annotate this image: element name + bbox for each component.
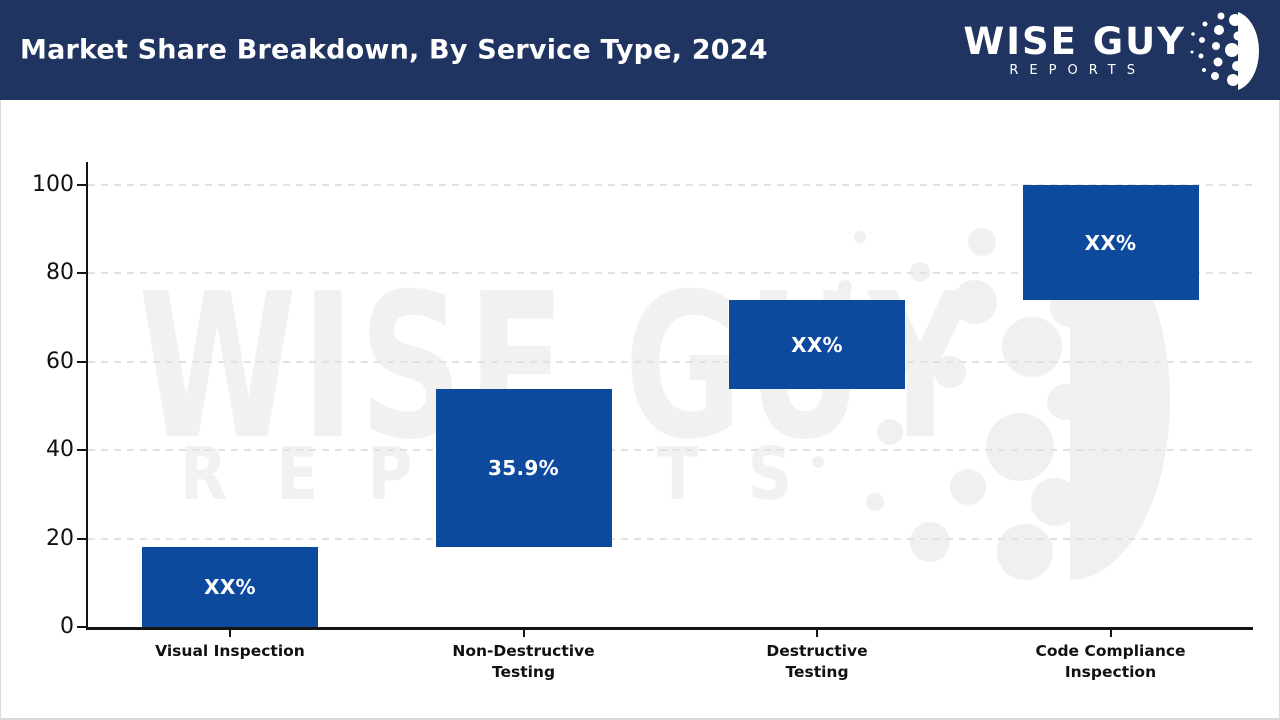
x-category-label: Destructive Testing [766,642,868,681]
x-tick-mark [816,627,818,637]
bar: XX% [1022,185,1199,301]
y-tick-label: 40 [46,437,74,463]
bar-value-label: XX% [791,332,843,357]
brand-logo-subname: REPORTS [1009,63,1146,78]
y-tick-mark [77,272,86,275]
gridline [88,272,1253,275]
bar: 35.9% [435,388,612,548]
y-tick-mark [77,626,86,628]
plot-area: 0 20 40 60 80 100 XX% Visual Inspection 35.9% Non… [0,100,1280,720]
y-tick-label: 0 [60,614,74,639]
gridline [88,537,1253,540]
x-tick-mark [229,627,231,637]
x-category-label: Non-Destructive Testing [452,642,595,681]
brand-logo-head-icon [1190,12,1260,90]
chart-title: Market Share Breakdown, By Service Type,… [20,34,768,66]
y-tick-mark [77,184,86,186]
y-tick-label: 100 [32,172,74,197]
x-tick-mark [522,627,525,637]
bar-value-label: XX% [204,575,256,600]
y-tick-mark [77,537,86,540]
bar: XX% [142,547,318,627]
brand-logo-text: WISE GUY REPORTS [963,23,1186,77]
y-tick-label: 60 [46,348,74,374]
brand-logo: WISE GUY REPORTS [963,8,1266,92]
x-category-label: Code Compliance Inspection [1035,642,1186,681]
y-tick-mark [77,360,86,363]
y-tick-label: 20 [46,525,74,551]
bar-value-label: 35.9% [488,456,559,481]
y-tick-mark [77,449,86,452]
x-category-label: Visual Inspection [155,642,305,660]
y-axis-line [86,162,88,630]
bar: XX% [729,300,905,389]
header-bar: Market Share Breakdown, By Service Type,… [0,0,1280,100]
bar-value-label: XX% [1084,230,1137,255]
x-axis-line [86,627,1253,630]
brand-logo-name: WISE GUY [963,20,1186,63]
gridline [88,360,1253,363]
x-tick-mark [1109,627,1112,637]
gridline [88,449,1253,452]
y-tick-label: 80 [46,260,74,286]
gridline [88,184,1253,186]
